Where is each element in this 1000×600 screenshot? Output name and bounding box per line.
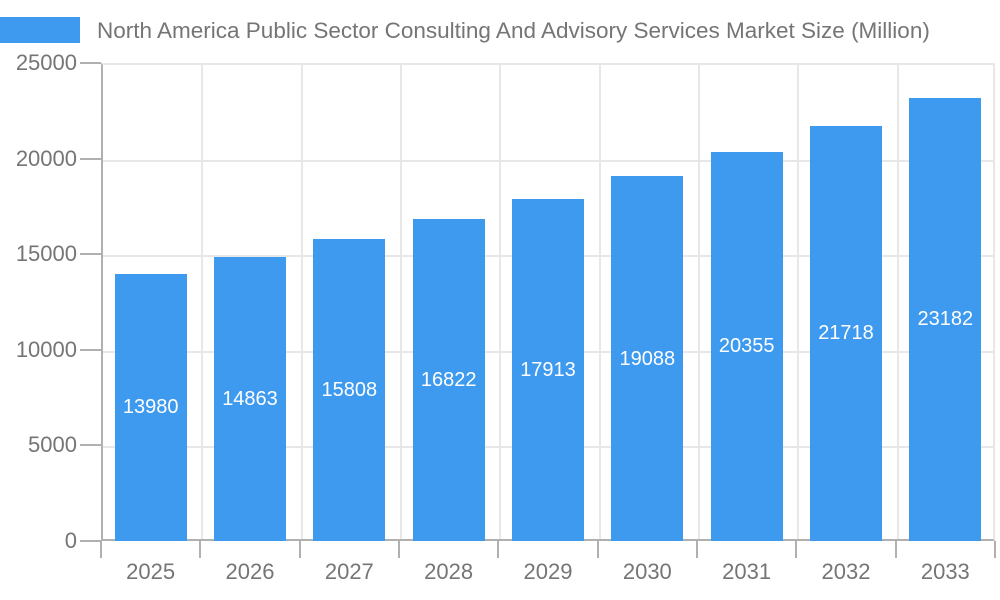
y-tick-mark-0 [80, 540, 101, 542]
bar-2027[interactable] [313, 238, 386, 541]
bar-2026[interactable] [214, 256, 286, 541]
x-tick-mark-9 [994, 541, 996, 558]
gridline-vertical-5 [598, 65, 601, 539]
x-tick-mark-3 [398, 541, 400, 558]
x-tick-mark-4 [497, 541, 500, 558]
y-tick-label-20000: 20000 [15, 145, 77, 171]
gridline-horizontal-20000 [103, 159, 993, 162]
x-tick-mark-8 [894, 541, 897, 558]
bar-2031[interactable] [710, 151, 783, 541]
bar-2028[interactable] [412, 219, 485, 541]
y-tick-mark-5000 [80, 444, 101, 447]
bar-2032[interactable] [810, 125, 882, 541]
gridline-vertical-6 [698, 65, 700, 539]
x-tick-label-2026: 2026 [225, 559, 275, 584]
gridline-vertical-7 [797, 65, 800, 539]
bar-2033[interactable] [909, 97, 982, 541]
chart-title: North America Public Sector Consulting A… [97, 18, 930, 43]
x-tick-label-2029: 2029 [523, 559, 573, 584]
x-tick-label-2028: 2028 [424, 559, 474, 584]
bar-2029[interactable] [512, 198, 584, 541]
x-tick-label-2032: 2032 [821, 559, 871, 584]
x-tick-label-2030: 2030 [622, 559, 672, 584]
gridline-vertical-1 [201, 65, 204, 539]
bar-2030[interactable] [611, 176, 684, 541]
y-tick-label-5000: 5000 [28, 432, 77, 458]
x-tick-mark-7 [795, 541, 798, 558]
y-tick-label-15000: 15000 [15, 241, 77, 267]
y-tick-label-25000: 25000 [15, 50, 77, 75]
gridline-vertical-2 [300, 65, 303, 539]
x-tick-mark-5 [596, 541, 599, 558]
x-tick-mark-2 [298, 541, 301, 558]
y-tick-mark-25000 [80, 62, 101, 64]
y-tick-label-10000: 10000 [15, 336, 77, 362]
legend-swatch[interactable] [0, 17, 80, 43]
y-tick-label-0: 0 [64, 528, 77, 553]
x-tick-label-2027: 2027 [324, 559, 374, 584]
x-tick-mark-1 [199, 541, 202, 558]
x-tick-label-2025: 2025 [126, 559, 176, 584]
bar-2025[interactable] [114, 273, 187, 541]
x-tick-mark-6 [696, 541, 698, 558]
gridline-vertical-3 [400, 65, 402, 539]
x-tick-label-2033: 2033 [920, 559, 970, 584]
gridline-vertical-4 [499, 65, 502, 539]
y-tick-mark-10000 [80, 348, 101, 351]
x-tick-mark-0 [100, 541, 102, 558]
y-tick-mark-20000 [80, 157, 101, 160]
gridline-vertical-8 [896, 65, 899, 539]
x-tick-label-2031: 2031 [722, 559, 772, 584]
y-tick-mark-15000 [80, 253, 101, 256]
